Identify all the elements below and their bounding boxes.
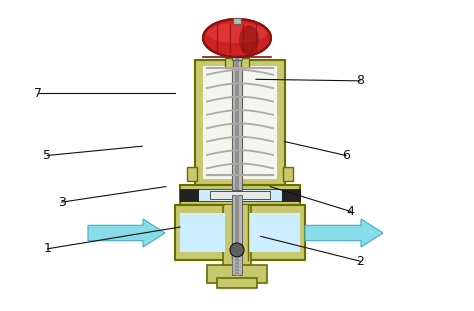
Bar <box>235 52 239 60</box>
Bar <box>241 58 249 68</box>
Polygon shape <box>305 219 383 247</box>
Bar <box>283 167 293 181</box>
Bar <box>282 189 300 201</box>
Bar <box>248 213 300 252</box>
Bar <box>233 18 241 24</box>
Bar <box>210 191 270 199</box>
Bar <box>223 205 251 275</box>
Text: 4: 4 <box>347 205 355 218</box>
Bar <box>203 66 277 179</box>
Bar <box>187 167 197 181</box>
Bar <box>225 58 233 68</box>
Bar <box>235 55 239 190</box>
Ellipse shape <box>239 25 259 55</box>
Bar <box>217 278 257 288</box>
Bar <box>232 55 242 190</box>
Text: 3: 3 <box>58 196 65 209</box>
Text: 2: 2 <box>356 255 364 268</box>
Bar <box>195 60 285 185</box>
Bar <box>180 185 300 205</box>
Text: 7: 7 <box>34 87 42 100</box>
Bar <box>207 265 267 283</box>
Circle shape <box>230 243 244 257</box>
Polygon shape <box>88 219 165 247</box>
Text: 5: 5 <box>44 149 51 162</box>
Text: 8: 8 <box>356 74 364 87</box>
Bar <box>180 213 232 252</box>
Bar <box>180 189 198 201</box>
Bar <box>175 205 305 260</box>
Bar <box>232 52 242 60</box>
Bar <box>198 189 282 201</box>
Text: 6: 6 <box>342 149 350 162</box>
Ellipse shape <box>203 19 271 57</box>
Text: 1: 1 <box>44 242 51 255</box>
Ellipse shape <box>207 23 267 43</box>
Bar <box>225 205 249 260</box>
Bar <box>235 195 239 275</box>
Bar <box>232 195 242 275</box>
